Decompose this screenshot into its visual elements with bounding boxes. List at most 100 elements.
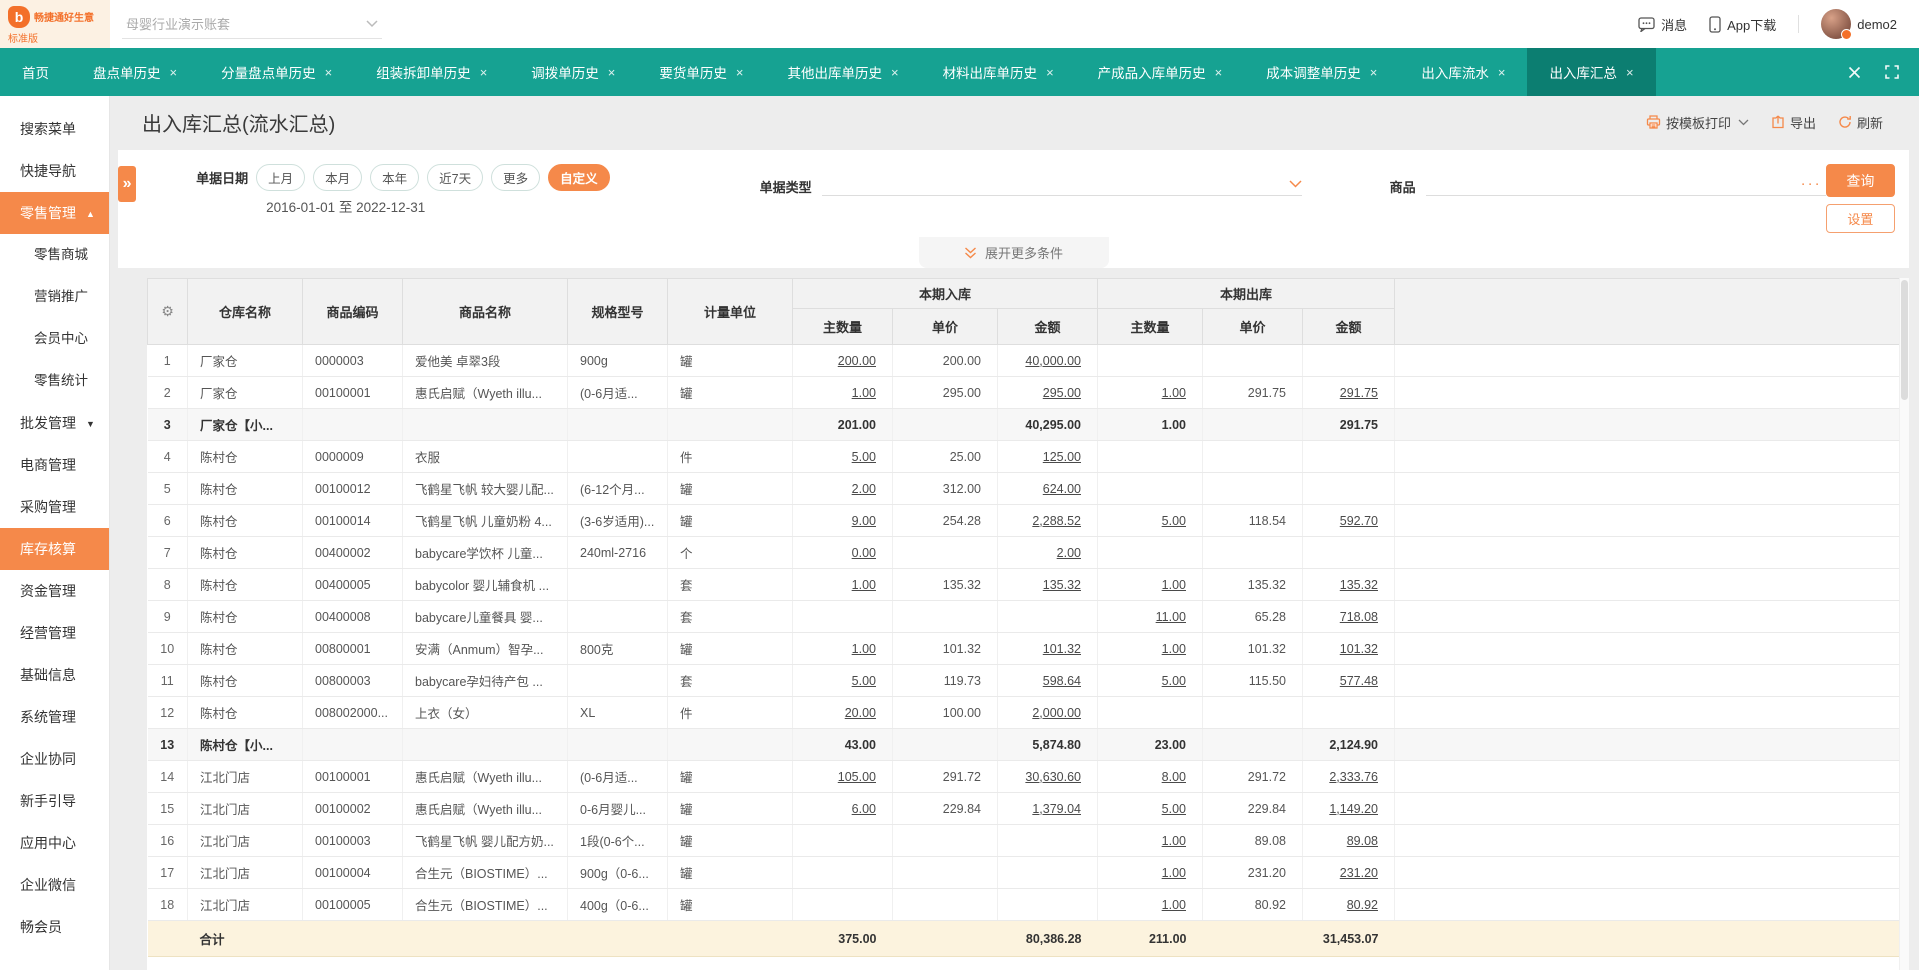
- amount-link[interactable]: 5.00: [1161, 513, 1186, 528]
- col-header-name[interactable]: 商品名称: [402, 278, 568, 345]
- col-header-unit[interactable]: 计量单位: [667, 278, 793, 345]
- tab-close-icon[interactable]: ×: [1214, 64, 1223, 80]
- amount-link[interactable]: 2,288.52: [1032, 513, 1081, 528]
- search-button[interactable]: 查询: [1825, 164, 1895, 197]
- sidebar-item-库存核算[interactable]: 库存核算: [0, 528, 109, 570]
- amount-link[interactable]: 6.00: [851, 801, 876, 816]
- print-by-template-button[interactable]: 按模板打印: [1640, 109, 1755, 136]
- date-range-value[interactable]: 2016-01-01 至 2022-12-31: [266, 200, 426, 215]
- amount-link[interactable]: 5.00: [851, 673, 876, 688]
- doc-type-select[interactable]: [821, 172, 1302, 196]
- tab-item[interactable]: 调拨单历史 ×: [509, 48, 637, 96]
- amount-link[interactable]: 2,333.76: [1329, 769, 1378, 784]
- close-all-tabs-icon[interactable]: [1848, 66, 1861, 79]
- sidebar-item-快捷导航[interactable]: 快捷导航: [0, 150, 109, 192]
- amount-link[interactable]: 592.70: [1339, 513, 1378, 528]
- amount-link[interactable]: 1.00: [1161, 865, 1186, 880]
- export-button[interactable]: 导出: [1765, 109, 1822, 136]
- amount-link[interactable]: 2.00: [851, 481, 876, 496]
- user-menu[interactable]: demo2: [1821, 9, 1897, 40]
- collapse-filter-button[interactable]: »: [118, 166, 137, 202]
- col-header-spec[interactable]: 规格型号: [567, 278, 668, 345]
- sidebar-item-电商管理[interactable]: 电商管理: [0, 444, 109, 486]
- tab-close-icon[interactable]: ×: [1497, 64, 1506, 80]
- col-header-out-qty[interactable]: 主数量: [1097, 308, 1203, 345]
- tab-item[interactable]: 组装拆卸单历史 ×: [354, 48, 509, 96]
- tab-item[interactable]: 材料出库单历史 ×: [921, 48, 1076, 96]
- amount-link[interactable]: 0.00: [851, 545, 876, 560]
- amount-link[interactable]: 5.00: [1161, 801, 1186, 816]
- amount-link[interactable]: 1.00: [851, 577, 876, 592]
- amount-link[interactable]: 624.00: [1042, 481, 1081, 496]
- product-input[interactable]: ···: [1425, 172, 1826, 196]
- sidebar-item-营销推广[interactable]: 营销推广: [0, 276, 109, 318]
- sidebar-item-企业协同[interactable]: 企业协同: [0, 738, 109, 780]
- amount-link[interactable]: 295.00: [1042, 385, 1081, 400]
- col-header-in-qty[interactable]: 主数量: [792, 308, 893, 345]
- fullscreen-icon[interactable]: [1885, 65, 1899, 79]
- amount-link[interactable]: 135.32: [1042, 577, 1081, 592]
- amount-link[interactable]: 20.00: [844, 705, 876, 720]
- vertical-scrollbar[interactable]: [1899, 278, 1909, 970]
- tab-item[interactable]: 其他出库单历史 ×: [765, 48, 920, 96]
- col-header-warehouse[interactable]: 仓库名称: [187, 278, 303, 345]
- tab-close-icon[interactable]: ×: [1046, 64, 1054, 80]
- amount-link[interactable]: 1.00: [1161, 897, 1186, 912]
- app-download-button[interactable]: App下载: [1709, 15, 1776, 34]
- amount-link[interactable]: 5.00: [851, 449, 876, 464]
- amount-link[interactable]: 9.00: [851, 513, 876, 528]
- amount-link[interactable]: 11.00: [1155, 609, 1186, 624]
- amount-link[interactable]: 30,630.60: [1025, 769, 1081, 784]
- tab-active[interactable]: 出入库汇总 ×: [1527, 48, 1656, 96]
- col-header-in-amount[interactable]: 金额: [997, 308, 1098, 345]
- tab-item[interactable]: 成本调整单历史 ×: [1244, 48, 1399, 96]
- amount-link[interactable]: 2.00: [1056, 545, 1081, 560]
- amount-link[interactable]: 1.00: [851, 385, 876, 400]
- amount-link[interactable]: 125.00: [1042, 449, 1081, 464]
- date-pill-近7天[interactable]: 近7天: [427, 164, 484, 191]
- tab-close-icon[interactable]: ×: [735, 64, 744, 80]
- sidebar-item-零售管理[interactable]: 零售管理 ▲: [0, 192, 109, 234]
- sidebar-item-零售统计[interactable]: 零售统计: [0, 360, 109, 402]
- col-header-code[interactable]: 商品编码: [302, 278, 403, 345]
- tab-item[interactable]: 要货单历史 ×: [637, 48, 765, 96]
- amount-link[interactable]: 718.08: [1339, 609, 1378, 624]
- amount-link[interactable]: 101.32: [1339, 641, 1378, 656]
- amount-link[interactable]: 1.00: [1161, 577, 1186, 592]
- amount-link[interactable]: 101.32: [1042, 641, 1081, 656]
- col-header-in-price[interactable]: 单价: [892, 308, 998, 345]
- amount-link[interactable]: 1,149.20: [1329, 801, 1378, 816]
- amount-link[interactable]: 1,379.04: [1032, 801, 1081, 816]
- date-pill-本年[interactable]: 本年: [370, 164, 420, 191]
- amount-link[interactable]: 291.75: [1339, 385, 1378, 400]
- amount-link[interactable]: 577.48: [1339, 673, 1378, 688]
- account-selector[interactable]: 母婴行业演示账套: [122, 9, 382, 39]
- amount-link[interactable]: 598.64: [1042, 673, 1081, 688]
- tab-item[interactable]: 分量盘点单历史 ×: [199, 48, 354, 96]
- amount-link[interactable]: 200.00: [837, 353, 876, 368]
- date-pill-本月[interactable]: 本月: [313, 164, 363, 191]
- amount-link[interactable]: 1.00: [1161, 833, 1186, 848]
- tab-item[interactable]: 首页: [0, 48, 71, 96]
- amount-link[interactable]: 80.92: [1346, 897, 1378, 912]
- sidebar-item-搜索菜单[interactable]: 搜索菜单: [0, 108, 109, 150]
- amount-link[interactable]: 89.08: [1346, 833, 1378, 848]
- tab-item[interactable]: 盘点单历史 ×: [71, 48, 199, 96]
- sidebar-item-资金管理[interactable]: 资金管理: [0, 570, 109, 612]
- amount-link[interactable]: 135.32: [1339, 577, 1378, 592]
- amount-link[interactable]: 1.00: [1161, 641, 1186, 656]
- sidebar-item-经营管理[interactable]: 经营管理: [0, 612, 109, 654]
- date-pill-上月[interactable]: 上月: [256, 164, 306, 191]
- tab-close-icon[interactable]: ×: [890, 64, 899, 80]
- col-header-out-amount[interactable]: 金额: [1302, 308, 1395, 345]
- sidebar-item-系统管理[interactable]: 系统管理: [0, 696, 109, 738]
- date-pill-custom[interactable]: 自定义: [548, 164, 610, 191]
- tab-item[interactable]: 出入库流水 ×: [1399, 48, 1527, 96]
- amount-link[interactable]: 1.00: [851, 641, 876, 656]
- more-options-icon[interactable]: ···: [1800, 174, 1822, 192]
- sidebar-item-畅会员[interactable]: 畅会员: [0, 906, 109, 948]
- amount-link[interactable]: 8.00: [1161, 769, 1186, 784]
- tab-item[interactable]: 产成品入库单历史 ×: [1076, 48, 1245, 96]
- tab-close-icon[interactable]: ×: [169, 64, 178, 80]
- tab-close-icon[interactable]: ×: [1625, 64, 1634, 80]
